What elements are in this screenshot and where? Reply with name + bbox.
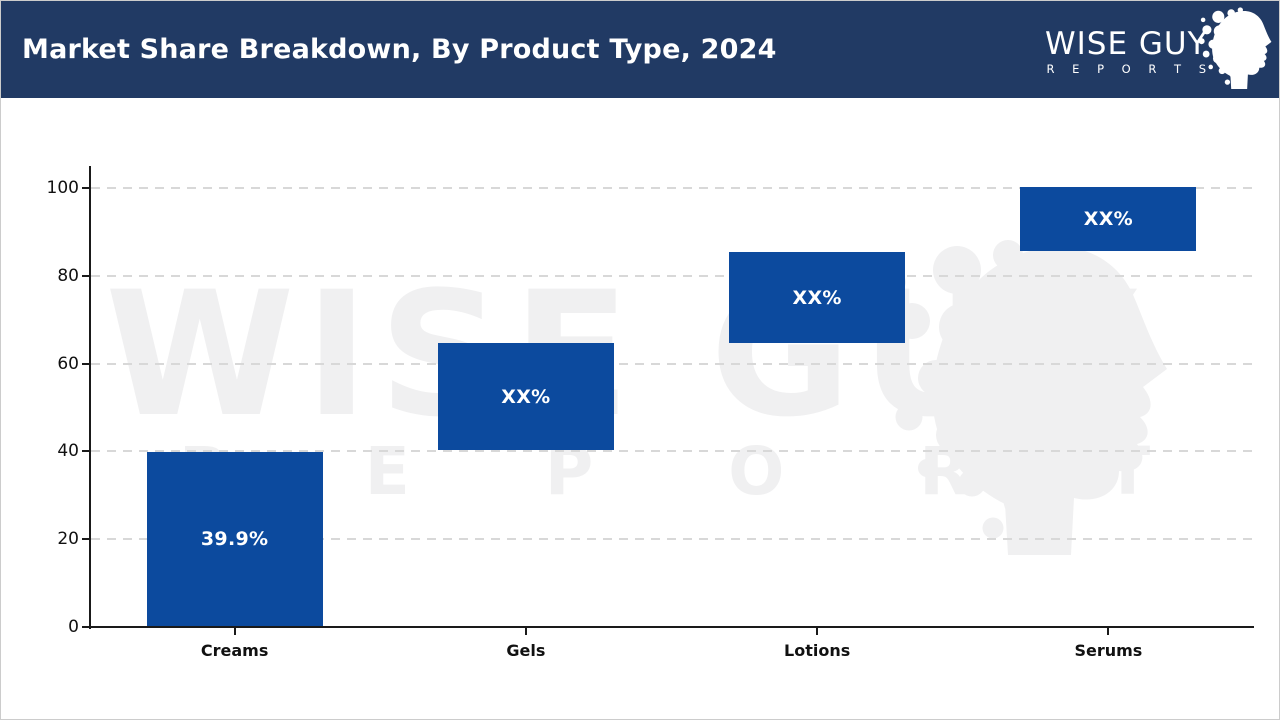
logo-reports-text: R E P O R T S [1046,61,1213,76]
y-axis-spine [89,166,91,629]
header-bar: Market Share Breakdown, By Product Type,… [1,1,1279,98]
y-tick [82,362,89,365]
x-tick [1107,628,1110,635]
y-tick [82,626,89,628]
category-label: Serums [1074,641,1143,660]
y-tick-label: 60 [57,353,79,374]
bar-serums: XX% [1020,186,1197,251]
bar-value-label: XX% [501,385,551,408]
y-tick-label: 80 [57,265,79,286]
bar-value-label: XX% [792,286,842,309]
x-tick [233,628,236,635]
y-tick-label: 0 [68,617,79,637]
y-tick [82,187,89,189]
x-tick [816,628,819,635]
wise-guy-head-icon [1198,6,1272,89]
category-label: Gels [506,641,546,660]
y-tick-label: 20 [57,529,79,550]
bar-value-label: XX% [1083,207,1133,230]
x-tick [524,628,527,635]
y-tick [82,450,89,453]
logo-wiseguy-text: WISE GUY [1044,26,1208,63]
y-tick [82,538,89,541]
category-label: Creams [200,641,269,660]
bar-gels: XX% [437,343,614,450]
logo-text: WISE GUY R E P O R T S [1040,28,1214,76]
x-axis-spine [89,626,1254,628]
bar-creams: 39.9% [146,451,323,627]
gridline [91,274,1254,277]
gridline [91,538,1254,541]
gridline [91,450,1254,453]
gridline [91,187,1254,189]
chart-title: Market Share Breakdown, By Product Type,… [22,34,777,65]
bar-value-label: 39.9% [200,528,269,551]
bar-lotions: XX% [729,251,906,344]
wise-guy-logo: WISE GUY R E P O R T S [1040,5,1274,95]
y-tick-label: 40 [57,441,79,462]
gridline [91,362,1254,365]
y-tick-label: 100 [46,178,79,198]
y-tick [82,274,89,277]
category-label: Lotions [784,641,851,660]
